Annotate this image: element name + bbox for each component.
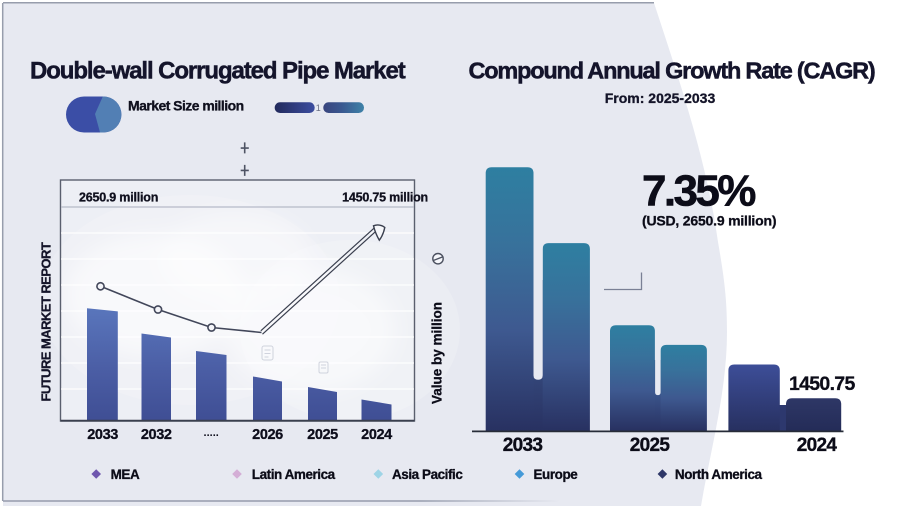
svg-text:2024: 2024 (361, 427, 392, 443)
svg-text:From: 2025-2033: From: 2025-2033 (605, 90, 716, 106)
svg-text:.....: ..... (204, 427, 219, 439)
svg-text:2024: 2024 (797, 435, 838, 456)
svg-text:Europe: Europe (534, 467, 579, 482)
svg-text:Value by million: Value by million (430, 302, 445, 404)
svg-text:2032: 2032 (141, 427, 172, 443)
svg-text:Market Size million: Market Size million (128, 98, 244, 114)
svg-text:Compound Annual Growth Rate (C: Compound Annual Growth Rate (CAGR) (468, 58, 874, 84)
svg-text:2025: 2025 (630, 435, 671, 456)
svg-text:7.35%: 7.35% (642, 167, 755, 216)
svg-text:2650.9 million: 2650.9 million (79, 191, 158, 205)
svg-text:1450.75 million: 1450.75 million (342, 191, 428, 205)
svg-text:2033: 2033 (503, 435, 543, 456)
svg-text:Latin America: Latin America (252, 467, 336, 482)
svg-text:North America: North America (675, 467, 763, 482)
svg-text:2026: 2026 (252, 427, 283, 443)
svg-text:MEA: MEA (111, 467, 140, 482)
svg-text:2025: 2025 (307, 427, 338, 443)
svg-text:FUTURE MARKET REPORT: FUTURE MARKET REPORT (39, 242, 54, 401)
svg-text:(USD, 2650.9 million): (USD, 2650.9 million) (642, 213, 776, 229)
svg-text:Double-wall Corrugated Pipe Ma: Double-wall Corrugated Pipe Market (30, 58, 406, 85)
svg-text:Asia Pacific: Asia Pacific (392, 467, 463, 482)
svg-text:1: 1 (316, 103, 321, 113)
svg-text:1450.75: 1450.75 (789, 373, 855, 395)
svg-text:2033: 2033 (87, 427, 118, 443)
